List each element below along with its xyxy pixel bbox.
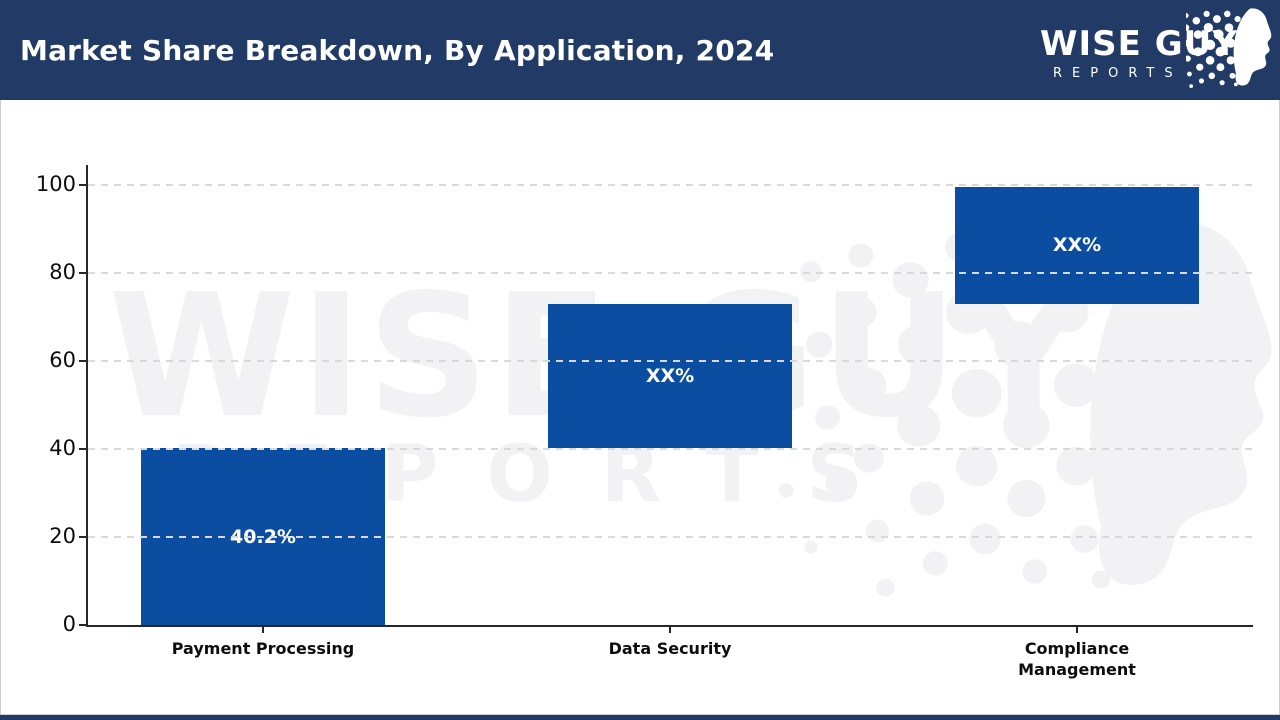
y-tick: [79, 360, 88, 362]
footer-accent-bar: [0, 715, 1280, 720]
x-axis-line: [86, 625, 1253, 627]
y-tick-label: 100: [35, 172, 76, 196]
bar: XX%: [955, 187, 1199, 304]
x-tick: [669, 625, 671, 633]
gridline: [88, 448, 1253, 450]
content-bottom-border: [0, 714, 1280, 715]
x-category-label: Data Security: [608, 639, 732, 658]
gridline: [88, 536, 1253, 538]
y-axis-line: [86, 165, 88, 627]
header-bar: Market Share Breakdown, By Application, …: [0, 0, 1280, 100]
y-tick: [79, 448, 88, 450]
y-tick: [79, 272, 88, 274]
gridline: [88, 360, 1253, 362]
y-tick-label: 80: [49, 260, 76, 284]
x-tick: [262, 625, 264, 633]
page-title: Market Share Breakdown, By Application, …: [20, 33, 775, 67]
bar: XX%: [548, 303, 792, 449]
y-tick: [79, 184, 88, 186]
y-tick-label: 20: [49, 524, 76, 548]
y-tick-label: 60: [49, 348, 76, 372]
x-category-label: Compliance Management: [1018, 639, 1136, 679]
y-tick: [79, 536, 88, 538]
x-tick: [1076, 625, 1078, 633]
gridline: [88, 184, 1253, 186]
y-tick-label: 0: [62, 612, 76, 636]
y-tick-label: 40: [49, 436, 76, 460]
y-tick: [79, 624, 88, 626]
bar-value-label: XX%: [1052, 234, 1102, 257]
brand-head-dots-icon: [1186, 8, 1272, 89]
bar-value-label: XX%: [645, 364, 695, 387]
brand-wordmark: WISE GUY: [1040, 24, 1238, 64]
content-left-border: [0, 100, 1, 716]
gridline: [88, 272, 1253, 274]
x-category-label: Payment Processing: [171, 639, 355, 658]
brand-reports-text: REPORTS: [1053, 66, 1183, 81]
